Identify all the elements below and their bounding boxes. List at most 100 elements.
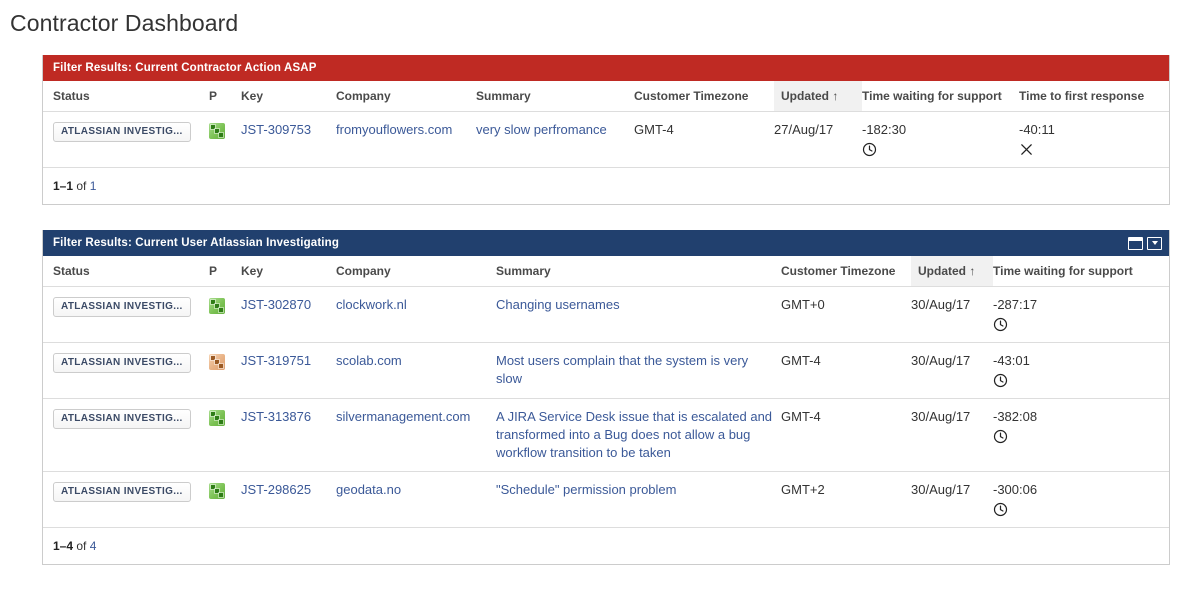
column-header-company[interactable]: Company: [336, 256, 496, 287]
cell-customer-timezone: GMT-4: [634, 111, 774, 168]
cell-time-waiting-for-support: -382:08: [993, 398, 1169, 472]
status-badge[interactable]: ATLASSIAN INVESTIG...: [53, 482, 191, 502]
column-header-p[interactable]: P: [209, 81, 241, 112]
pagination-footer: 1–4 of 4: [43, 528, 1169, 564]
cell-summary: Most users complain that the system is v…: [496, 342, 781, 399]
status-badge[interactable]: ATLASSIAN INVESTIG...: [53, 297, 191, 317]
summary-link[interactable]: A JIRA Service Desk issue that is escala…: [496, 409, 773, 460]
cell-key: JST-319751: [241, 342, 336, 399]
pagination-total-link[interactable]: 1: [89, 179, 97, 193]
sla-value: -43:01: [993, 353, 1030, 368]
cell-key: JST-298625: [241, 471, 336, 528]
pagination-range: 1–4: [53, 539, 74, 553]
cross-icon: [1019, 142, 1035, 158]
cell-key: JST-309753: [241, 111, 336, 168]
column-header-status[interactable]: Status: [43, 81, 209, 112]
cell-company: geodata.no: [336, 471, 496, 528]
status-badge[interactable]: ATLASSIAN INVESTIG...: [53, 353, 191, 373]
sla-value: -287:17: [993, 297, 1038, 312]
column-header-summary[interactable]: Summary: [476, 81, 634, 112]
minimize-gadget-icon[interactable]: [1128, 236, 1143, 250]
summary-link[interactable]: "Schedule" permission problem: [496, 482, 677, 497]
column-header-key[interactable]: Key: [241, 256, 336, 287]
cell-summary: "Schedule" permission problem: [496, 471, 781, 528]
issue-key-link[interactable]: JST-298625: [241, 482, 312, 497]
sla-value: -182:30: [862, 122, 907, 137]
gadget-title: Filter Results: Current User Atlassian I…: [53, 237, 339, 249]
company-link[interactable]: fromyouflowers.com: [336, 122, 453, 137]
cell-updated: 30/Aug/17: [911, 286, 993, 343]
sla-value: -40:11: [1019, 122, 1055, 137]
cell-customer-timezone: GMT+0: [781, 286, 911, 343]
clock-icon: [993, 317, 1009, 333]
cell-key: JST-302870: [241, 286, 336, 343]
column-header-time-waiting-for-support[interactable]: Time waiting for support: [862, 81, 1019, 112]
priority-minor-green-icon: [209, 483, 225, 500]
gadget-current-contractor-action-asap: Filter Results: Current Contractor Actio…: [42, 55, 1170, 205]
sla-value: -382:08: [993, 409, 1038, 424]
cell-updated: 30/Aug/17: [911, 398, 993, 472]
issue-key-link[interactable]: JST-313876: [241, 409, 312, 424]
clock-icon: [993, 373, 1009, 389]
cell-time-waiting-for-support: -182:30: [862, 111, 1019, 168]
issue-key-link[interactable]: JST-302870: [241, 297, 312, 312]
summary-link[interactable]: Changing usernames: [496, 297, 620, 312]
cell-priority: [209, 471, 241, 528]
column-header-updated[interactable]: Updated ↑: [911, 256, 993, 287]
cell-status: ATLASSIAN INVESTIG...: [43, 471, 209, 528]
clock-icon: [993, 429, 1009, 445]
column-header-updated[interactable]: Updated ↑: [774, 81, 862, 112]
cell-time-waiting-for-support: -287:17: [993, 286, 1169, 343]
company-link[interactable]: clockwork.nl: [336, 297, 407, 312]
table-row: ATLASSIAN INVESTIG... JST-302870 clockwork…: [43, 286, 1169, 343]
cell-summary: A JIRA Service Desk issue that is escala…: [496, 398, 781, 472]
table-row: ATLASSIAN INVESTIG... JST-309753 fromyoufl…: [43, 111, 1169, 168]
cell-time-waiting-for-support: -43:01: [993, 342, 1169, 399]
gadget-header-current-user-atlassian-investigating: Filter Results: Current User Atlassian I…: [43, 230, 1169, 256]
column-header-time-to-first-response[interactable]: Time to first response: [1019, 81, 1169, 112]
cell-updated: 27/Aug/17: [774, 111, 862, 168]
cell-time-waiting-for-support: -300:06: [993, 471, 1169, 528]
issue-table: Status P Key Company Summary Customer Timezon…: [43, 256, 1169, 528]
cell-priority: [209, 342, 241, 399]
gadget-controls: [1128, 236, 1162, 250]
table-row: ATLASSIAN INVESTIG... JST-298625 geodata.n…: [43, 471, 1169, 528]
gadget-header-current-contractor-action-asap: Filter Results: Current Contractor Actio…: [43, 55, 1169, 81]
cell-summary: very slow perfromance: [476, 111, 634, 168]
column-header-summary[interactable]: Summary: [496, 256, 781, 287]
cell-customer-timezone: GMT+2: [781, 471, 911, 528]
status-badge[interactable]: ATLASSIAN INVESTIG...: [53, 122, 191, 142]
summary-link[interactable]: very slow perfromance: [476, 122, 607, 137]
issue-table: Status P Key Company Summary Customer Timezon…: [43, 81, 1169, 168]
cell-company: clockwork.nl: [336, 286, 496, 343]
column-header-p[interactable]: P: [209, 256, 241, 287]
status-badge[interactable]: ATLASSIAN INVESTIG...: [53, 409, 191, 429]
gadget-title: Filter Results: Current Contractor Actio…: [53, 62, 317, 74]
table-row: ATLASSIAN INVESTIG... JST-319751 scolab.co…: [43, 342, 1169, 399]
cell-customer-timezone: GMT-4: [781, 342, 911, 399]
gadget-menu-icon[interactable]: [1147, 236, 1162, 250]
cell-priority: [209, 286, 241, 343]
clock-icon: [993, 502, 1009, 518]
priority-minor-green-icon: [209, 123, 225, 140]
issue-key-link[interactable]: JST-319751: [241, 353, 312, 368]
issue-key-link[interactable]: JST-309753: [241, 122, 312, 137]
cell-company: fromyouflowers.com: [336, 111, 476, 168]
column-header-company[interactable]: Company: [336, 81, 476, 112]
column-header-customer-timezone[interactable]: Customer Timezone: [781, 256, 911, 287]
column-header-time-waiting-for-support[interactable]: Time waiting for support: [993, 256, 1169, 287]
page-title: Contractor Dashboard: [10, 10, 239, 36]
column-header-status[interactable]: Status: [43, 256, 209, 287]
cell-company: scolab.com: [336, 342, 496, 399]
cell-priority: [209, 111, 241, 168]
column-header-customer-timezone[interactable]: Customer Timezone: [634, 81, 774, 112]
column-header-key[interactable]: Key: [241, 81, 336, 112]
company-link[interactable]: geodata.no: [336, 482, 402, 497]
cell-priority: [209, 398, 241, 472]
company-link[interactable]: silvermanagement.com: [336, 409, 471, 424]
pagination-total-link[interactable]: 4: [89, 539, 97, 553]
cell-company: silvermanagement.com: [336, 398, 496, 472]
company-link[interactable]: scolab.com: [336, 353, 402, 368]
cell-status: ATLASSIAN INVESTIG...: [43, 398, 209, 472]
summary-link[interactable]: Most users complain that the system is v…: [496, 353, 749, 386]
